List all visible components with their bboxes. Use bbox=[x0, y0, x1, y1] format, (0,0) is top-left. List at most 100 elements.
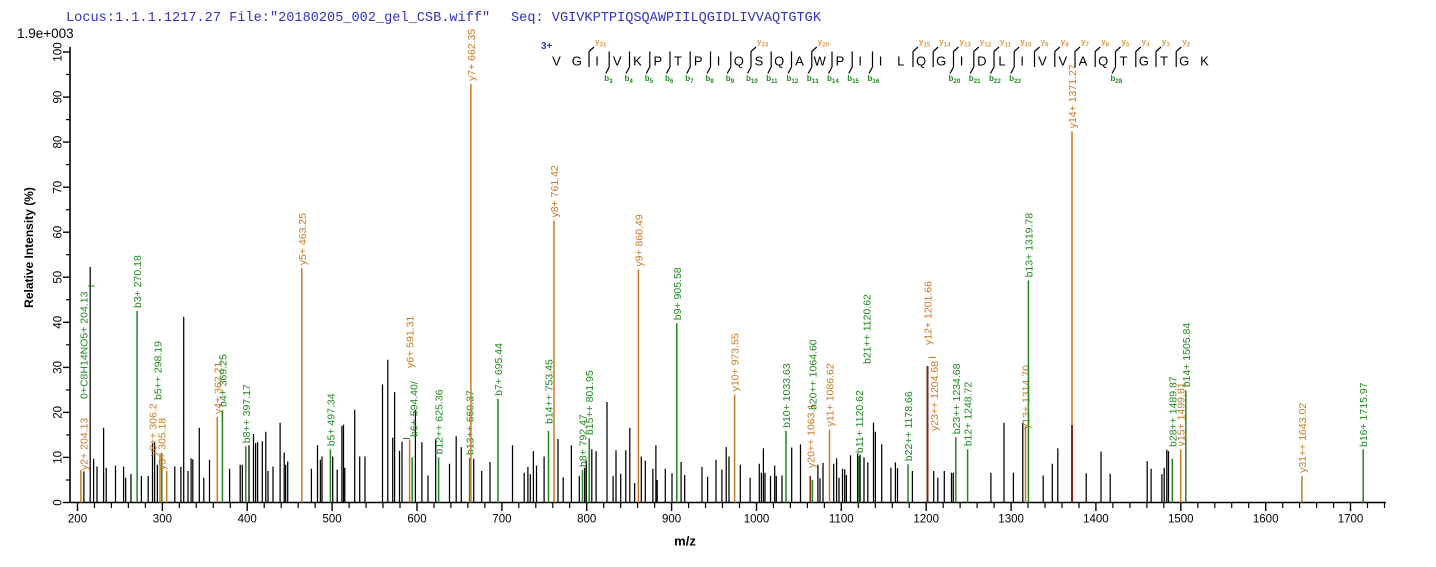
svg-text:A: A bbox=[1079, 54, 1088, 69]
svg-text:S: S bbox=[755, 54, 764, 69]
svg-text:700: 700 bbox=[492, 514, 511, 526]
svg-text:1300: 1300 bbox=[998, 514, 1024, 526]
svg-text:y23++ 1204.68: y23++ 1204.68 bbox=[929, 361, 941, 431]
svg-text:y5: y5 bbox=[1122, 38, 1130, 49]
svg-text:y31++ 1643.02: y31++ 1643.02 bbox=[1297, 403, 1309, 473]
svg-text:1500: 1500 bbox=[1168, 514, 1194, 526]
svg-text:b21: b21 bbox=[969, 74, 981, 85]
svg-text:V: V bbox=[552, 54, 561, 69]
svg-text:1000: 1000 bbox=[744, 514, 770, 526]
svg-text:b21++ 1120.62: b21++ 1120.62 bbox=[862, 294, 874, 364]
svg-text:b12++ 625.36: b12++ 625.36 bbox=[434, 389, 446, 454]
svg-text:30: 30 bbox=[53, 361, 65, 374]
svg-text:b14+ 1505.84: b14+ 1505.84 bbox=[1181, 323, 1193, 388]
svg-text:G: G bbox=[1179, 54, 1189, 69]
svg-text:Seq: VGIVKPTPIQSQAWPIILQGIDLIV: Seq: VGIVKPTPIQSQAWPIILQGIDLIVVAQTGTGK bbox=[511, 11, 822, 26]
svg-text:y14+ 1371.27: y14+ 1371.27 bbox=[1067, 64, 1079, 128]
svg-text:b16+ 1715.97: b16+ 1715.97 bbox=[1358, 382, 1370, 447]
svg-text:y15+ 1499.81: y15+ 1499.81 bbox=[1176, 382, 1188, 446]
svg-text:b28++ 1489.87: b28++ 1489.87 bbox=[1167, 376, 1179, 447]
svg-text:y12+ 1201.66: y12+ 1201.66 bbox=[923, 281, 935, 345]
svg-text:1.9e+003: 1.9e+003 bbox=[17, 26, 74, 41]
svg-text:I: I bbox=[1020, 54, 1024, 69]
svg-text:W: W bbox=[814, 54, 827, 69]
svg-text:50: 50 bbox=[53, 271, 65, 284]
svg-text:3+: 3+ bbox=[541, 41, 553, 52]
svg-text:b14++ 753.45: b14++ 753.45 bbox=[544, 359, 556, 424]
svg-text:b14: b14 bbox=[827, 74, 839, 85]
svg-text:b4: b4 bbox=[625, 74, 634, 85]
svg-text:G: G bbox=[1139, 54, 1149, 69]
svg-text:600: 600 bbox=[407, 514, 426, 526]
svg-text:V: V bbox=[1038, 54, 1047, 69]
svg-text:b13: b13 bbox=[807, 74, 819, 85]
svg-text:b3: b3 bbox=[604, 74, 613, 85]
svg-text:0+C8H14NO5+ 204.13: 0+C8H14NO5+ 204.13 bbox=[79, 291, 91, 399]
svg-text:b9+ 905.58: b9+ 905.58 bbox=[672, 267, 684, 320]
svg-text:b20++ 1064.60: b20++ 1064.60 bbox=[808, 339, 820, 410]
svg-text:y14: y14 bbox=[939, 38, 951, 49]
svg-text:y10: y10 bbox=[1020, 38, 1032, 49]
svg-text:y11: y11 bbox=[1000, 38, 1012, 49]
svg-text:b22++ 1178.66: b22++ 1178.66 bbox=[903, 391, 915, 461]
svg-text:b15: b15 bbox=[847, 74, 859, 85]
svg-text:1400: 1400 bbox=[1083, 514, 1109, 526]
svg-text:y4: y4 bbox=[1142, 38, 1150, 49]
svg-text:y20++ 1063.1: y20++ 1063.1 bbox=[805, 404, 817, 468]
svg-text:y23: y23 bbox=[757, 38, 769, 49]
svg-text:10: 10 bbox=[53, 451, 65, 464]
svg-text:b7+ 695.44: b7+ 695.44 bbox=[493, 343, 505, 396]
svg-text:b9: b9 bbox=[726, 74, 735, 85]
svg-text:0: 0 bbox=[53, 499, 65, 505]
svg-text:300: 300 bbox=[153, 514, 172, 526]
svg-text:y20: y20 bbox=[818, 38, 830, 49]
svg-text:b28: b28 bbox=[1111, 74, 1123, 85]
svg-text:b10: b10 bbox=[746, 74, 758, 85]
svg-text:900: 900 bbox=[662, 514, 681, 526]
svg-text:b7: b7 bbox=[685, 74, 694, 85]
svg-text:400: 400 bbox=[238, 514, 257, 526]
svg-text:200: 200 bbox=[68, 514, 87, 526]
svg-text:40: 40 bbox=[53, 316, 65, 329]
svg-text:P: P bbox=[694, 54, 703, 69]
svg-text:y12: y12 bbox=[980, 38, 992, 49]
svg-text:y7+ 662.35: y7+ 662.35 bbox=[466, 29, 478, 81]
svg-text:y2+ 204.13: y2+ 204.13 bbox=[79, 418, 91, 470]
svg-text:y3: y3 bbox=[1162, 38, 1170, 49]
svg-text:I: I bbox=[960, 54, 964, 69]
svg-text:Q: Q bbox=[774, 54, 784, 69]
svg-text:b5: b5 bbox=[645, 74, 654, 85]
svg-text:I: I bbox=[858, 54, 862, 69]
svg-text:b20: b20 bbox=[949, 74, 961, 85]
svg-text:b10+ 1033.63: b10+ 1033.63 bbox=[781, 363, 793, 428]
svg-text:b5++ 298.19: b5++ 298.19 bbox=[153, 341, 165, 400]
svg-text:V: V bbox=[613, 54, 622, 69]
svg-text:G: G bbox=[936, 54, 946, 69]
svg-text:y15: y15 bbox=[919, 38, 931, 49]
svg-text:90: 90 bbox=[53, 91, 65, 104]
svg-text:1200: 1200 bbox=[913, 514, 939, 526]
svg-text:y13: y13 bbox=[960, 38, 972, 49]
svg-text:b8: b8 bbox=[706, 74, 715, 85]
svg-text:b23: b23 bbox=[1009, 74, 1021, 85]
svg-text:b11+ 1120.62: b11+ 1120.62 bbox=[854, 390, 866, 453]
svg-text:T: T bbox=[674, 54, 682, 69]
svg-text:y2: y2 bbox=[1182, 38, 1190, 49]
svg-text:b4+ 369.25: b4+ 369.25 bbox=[217, 354, 229, 407]
svg-text:b16: b16 bbox=[868, 74, 880, 85]
svg-text:Relative Intensity (%): Relative Intensity (%) bbox=[22, 187, 36, 308]
svg-text:1700: 1700 bbox=[1338, 514, 1364, 526]
svg-text:80: 80 bbox=[53, 136, 65, 149]
svg-text:b8++ 397.17: b8++ 397.17 bbox=[241, 384, 253, 443]
svg-text:I: I bbox=[595, 54, 599, 69]
svg-text:I: I bbox=[879, 54, 883, 69]
svg-text:G: G bbox=[572, 54, 582, 69]
svg-text:y6: y6 bbox=[1101, 38, 1109, 49]
svg-text:Locus:1.1.1.1217.27 File:"2018: Locus:1.1.1.1217.27 File:"20180205_002_g… bbox=[66, 11, 490, 26]
svg-text:y8++ 306.2: y8++ 306.2 bbox=[148, 403, 160, 456]
svg-text:b6: b6 bbox=[665, 74, 674, 85]
svg-text:1600: 1600 bbox=[1253, 514, 1279, 526]
svg-text:y31: y31 bbox=[595, 38, 607, 49]
svg-text:70: 70 bbox=[53, 181, 65, 194]
svg-text:20: 20 bbox=[53, 406, 65, 419]
